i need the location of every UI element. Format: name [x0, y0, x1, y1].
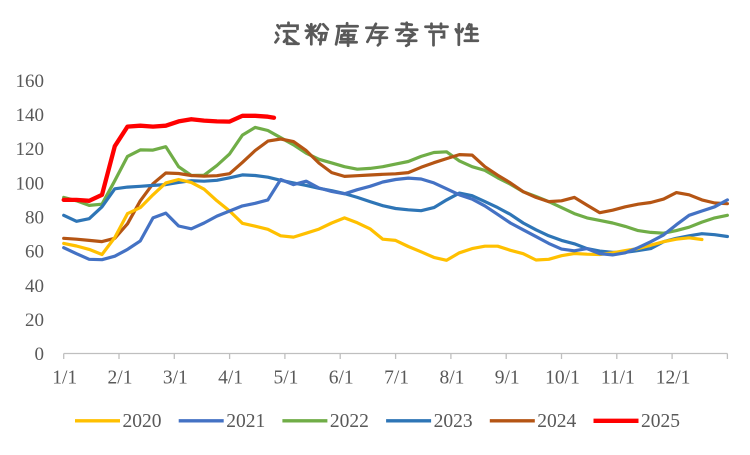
svg-text:11/1: 11/1	[601, 368, 635, 389]
svg-text:4/1: 4/1	[218, 368, 243, 389]
svg-text:3/1: 3/1	[163, 368, 188, 389]
svg-text:80: 80	[25, 208, 44, 229]
svg-text:60: 60	[25, 242, 44, 263]
svg-text:7/1: 7/1	[384, 368, 409, 389]
svg-text:5/1: 5/1	[273, 368, 298, 389]
svg-text:0: 0	[35, 344, 45, 365]
svg-text:8/1: 8/1	[439, 368, 464, 389]
svg-text:20: 20	[25, 310, 44, 331]
svg-text:9/1: 9/1	[495, 368, 520, 389]
svg-text:2/1: 2/1	[108, 368, 133, 389]
svg-text:160: 160	[16, 71, 45, 92]
svg-text:2023: 2023	[434, 411, 473, 432]
svg-text:100: 100	[16, 173, 45, 194]
svg-text:2022: 2022	[330, 411, 369, 432]
svg-text:120: 120	[16, 139, 45, 160]
svg-text:2021: 2021	[226, 411, 265, 432]
svg-text:40: 40	[25, 276, 44, 297]
svg-text:10/1: 10/1	[545, 368, 580, 389]
svg-text:2025: 2025	[641, 411, 680, 432]
svg-text:1/1: 1/1	[52, 368, 77, 389]
svg-text:2020: 2020	[123, 411, 162, 432]
svg-text:2024: 2024	[537, 411, 576, 432]
svg-text:12/1: 12/1	[656, 368, 691, 389]
svg-text:140: 140	[16, 105, 45, 126]
svg-text:6/1: 6/1	[329, 368, 354, 389]
